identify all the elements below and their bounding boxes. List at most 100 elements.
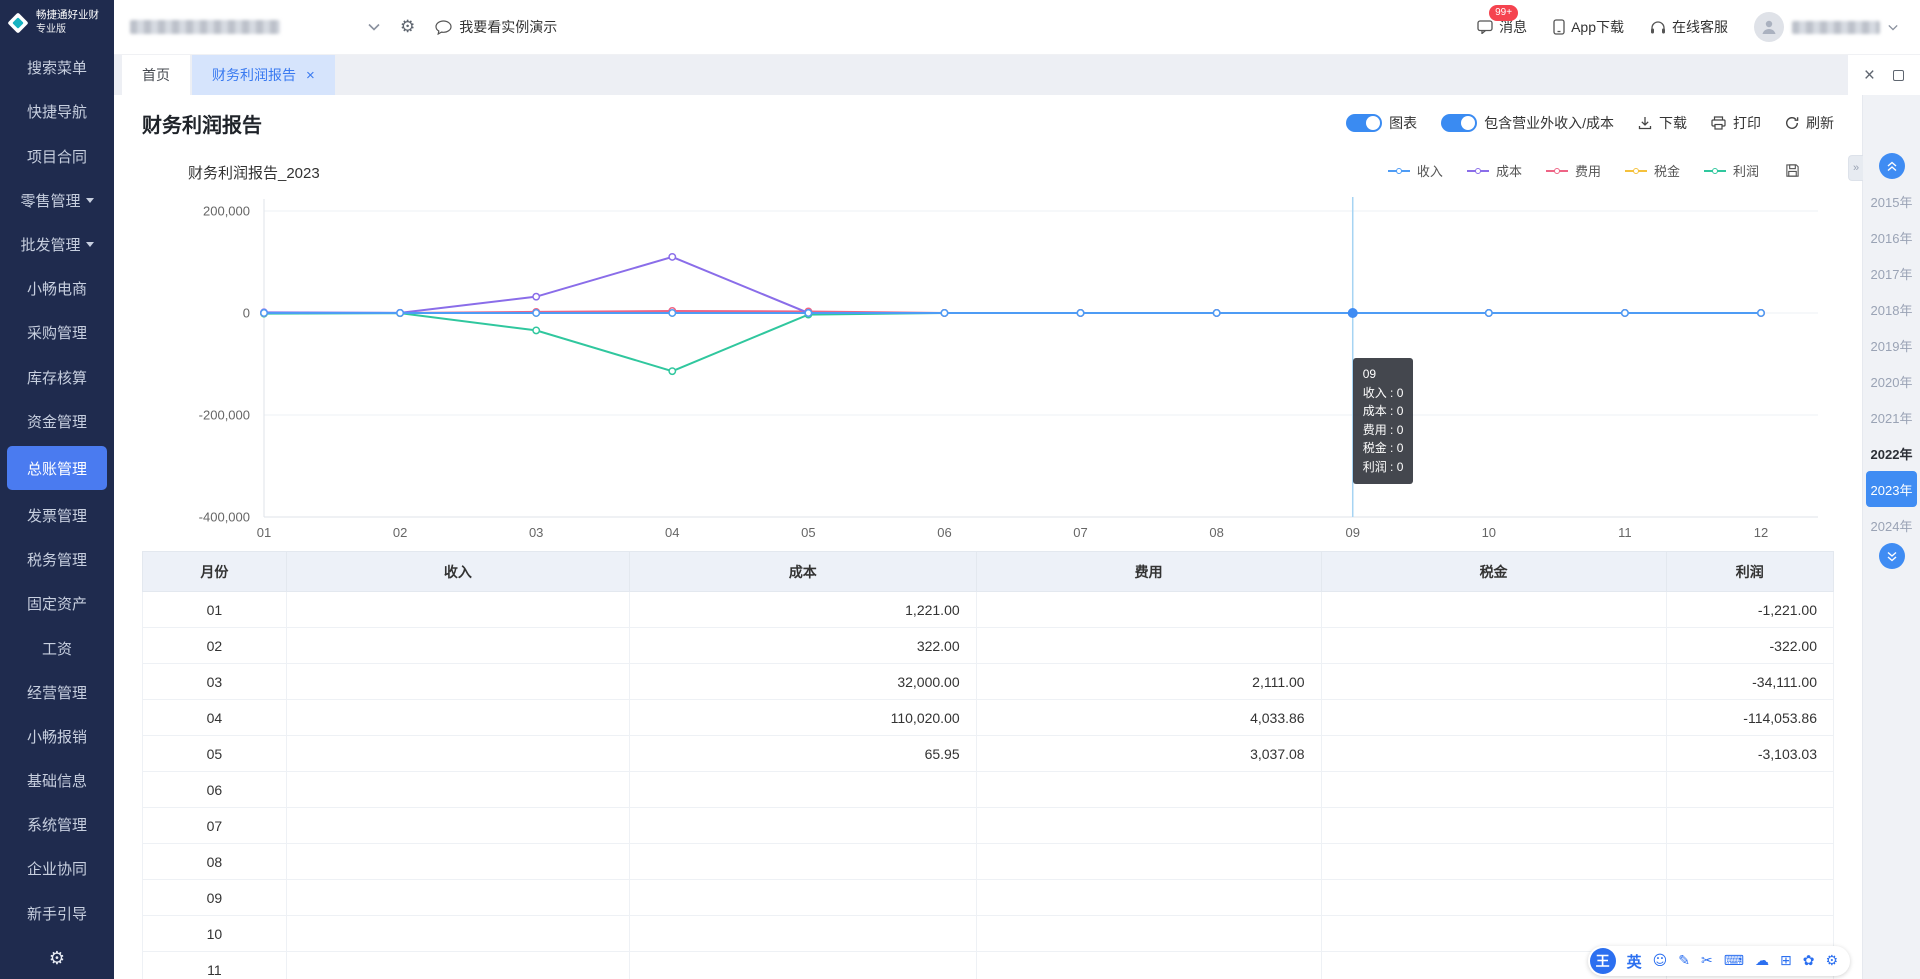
year-item[interactable]: 2017年 <box>1870 266 1913 282</box>
table-row[interactable]: 01 1,221.00 -1,221.00 <box>142 591 1834 628</box>
cell-tax <box>1320 807 1667 844</box>
sidebar-item[interactable]: 搜索菜单 <box>0 46 114 90</box>
svg-text:-400,000: -400,000 <box>199 510 250 525</box>
year-item[interactable]: 2023年 <box>1866 471 1917 507</box>
cell-cost: 32,000.00 <box>629 663 977 700</box>
sidebar-item[interactable]: 新手引导 <box>0 891 114 935</box>
legend-item[interactable]: 费用 <box>1545 161 1601 180</box>
year-item[interactable]: 2019年 <box>1870 338 1913 354</box>
app-download-button[interactable]: App下载 <box>1553 17 1624 37</box>
sidebar-item[interactable]: 快捷导航 <box>0 90 114 134</box>
sidebar-item[interactable]: 企业协同 <box>0 847 114 891</box>
sidebar-item[interactable]: 小畅电商 <box>0 267 114 311</box>
grid-icon[interactable]: ⊞ <box>1779 953 1792 969</box>
include-nonoperating-toggle[interactable]: 包含营业外收入/成本 <box>1441 113 1614 133</box>
table-row[interactable]: 09 <box>142 879 1834 916</box>
year-item[interactable]: 2015年 <box>1870 194 1913 210</box>
tab-home[interactable]: 首页 <box>122 55 190 95</box>
refresh-button[interactable]: 刷新 <box>1785 113 1834 133</box>
sidebar-item[interactable]: 库存核算 <box>0 355 114 399</box>
year-item[interactable]: 2018年 <box>1870 302 1913 318</box>
sidebar-item-label: 总账管理 <box>26 460 87 478</box>
table-row[interactable]: 10 <box>142 915 1834 952</box>
table-row[interactable]: 06 <box>142 771 1834 808</box>
table-row[interactable]: 11 <box>142 951 1834 979</box>
emoji-icon[interactable]: ☺ <box>1652 953 1668 969</box>
content-area: 财务利润报告 图表 包含营业外收入/成本 下载 <box>114 95 1920 979</box>
ime-language-mode[interactable]: 英 <box>1626 953 1642 971</box>
scroll-years-down-button[interactable] <box>1878 543 1905 569</box>
sidebar-settings-gear-icon[interactable]: ⚙ <box>48 947 66 969</box>
year-item[interactable]: 2022年 <box>1870 446 1913 462</box>
cell-cost: 322.00 <box>629 627 977 664</box>
sidebar-item[interactable]: 税务管理 <box>0 538 114 582</box>
sidebar-item[interactable]: 项目合同 <box>0 134 114 178</box>
support-label: 在线客服 <box>1672 19 1728 35</box>
table-row[interactable]: 08 <box>142 843 1834 880</box>
sidebar-item[interactable]: 工资 <box>0 626 114 670</box>
year-item[interactable]: 2024年 <box>1870 518 1913 534</box>
table-row[interactable]: 04 110,020.00 4,033.86 -114,053.86 <box>142 699 1834 736</box>
legend-item[interactable]: 利润 <box>1703 161 1759 180</box>
data-point <box>1076 309 1085 317</box>
close-tab-icon[interactable]: × <box>306 66 315 84</box>
table-row[interactable]: 02 322.00 -322.00 <box>142 627 1834 664</box>
chart-toggle[interactable]: 图表 <box>1346 113 1417 133</box>
sidebar-item[interactable]: 采购管理 <box>0 311 114 355</box>
sidebar-item[interactable]: 发票管理 <box>0 493 114 537</box>
data-point <box>668 252 677 261</box>
support-button[interactable]: 在线客服 <box>1650 17 1728 37</box>
legend-item[interactable]: 成本 <box>1466 161 1522 180</box>
year-item[interactable]: 2020年 <box>1870 374 1913 390</box>
ime-logo[interactable]: 王 <box>1589 948 1616 974</box>
cell-profit: -1,221.00 <box>1665 591 1834 628</box>
table-row[interactable]: 07 <box>142 807 1834 844</box>
sidebar-item[interactable]: 系统管理 <box>0 803 114 847</box>
scissors-icon[interactable]: ✂ <box>1701 953 1713 969</box>
fullscreen-icon[interactable] <box>1893 69 1904 81</box>
profit-line-chart[interactable]: 200,000 0 -200,000 -400,000 01 02 03 04 05 06 07 08… <box>142 189 1834 549</box>
sidebar-item[interactable]: 批发管理 <box>0 222 114 266</box>
cloud-icon[interactable]: ☁ <box>1754 953 1769 969</box>
include-toggle-switch[interactable] <box>1441 114 1478 132</box>
chart-toggle-switch[interactable] <box>1346 114 1383 132</box>
legend-item[interactable]: 收入 <box>1387 161 1443 180</box>
column-header: 月份 <box>142 551 287 592</box>
sidebar-item[interactable]: 基础信息 <box>0 758 114 802</box>
keyboard-icon[interactable]: ⌨ <box>1723 953 1744 969</box>
avatar <box>1754 12 1784 42</box>
scroll-years-up-button[interactable] <box>1878 153 1905 179</box>
sidebar-item[interactable]: 小畅报销 <box>0 714 114 758</box>
sidebar-item[interactable]: 固定资产 <box>0 582 114 626</box>
refresh-icon <box>1786 117 1799 129</box>
svg-text:06: 06 <box>937 525 951 540</box>
table-row[interactable]: 03 32,000.00 2,111.00 -34,111.00 <box>142 663 1834 700</box>
sidebar-item-label: 快捷导航 <box>26 104 87 122</box>
user-menu[interactable] <box>1754 12 1898 42</box>
legend-item[interactable]: 税金 <box>1624 161 1680 180</box>
close-all-tabs-icon[interactable]: × <box>1863 64 1875 86</box>
speech-bubble-icon <box>435 19 452 35</box>
svg-text:0: 0 <box>243 306 250 321</box>
demo-button[interactable]: 我要看实例演示 <box>435 17 557 37</box>
tab-report[interactable]: 财务利润报告 × <box>192 55 335 95</box>
gear-icon[interactable]: ⚙ <box>1825 953 1838 969</box>
legend-marker-icon <box>1703 167 1726 174</box>
download-button[interactable]: 下载 <box>1638 113 1687 133</box>
messages-button[interactable]: 99+ 消息 <box>1477 5 1527 37</box>
collapse-panel-icon[interactable]: » <box>1848 155 1863 181</box>
sidebar-item[interactable]: 经营管理 <box>0 670 114 714</box>
print-button[interactable]: 打印 <box>1711 113 1761 133</box>
org-selector[interactable] <box>130 20 380 34</box>
skin-icon[interactable]: ✿ <box>1802 953 1815 969</box>
sidebar-item[interactable]: 零售管理 <box>0 178 114 222</box>
sidebar-item[interactable]: 资金管理 <box>0 399 114 443</box>
settings-gear-icon[interactable]: ⚙ <box>400 17 416 37</box>
year-item[interactable]: 2021年 <box>1870 410 1913 426</box>
sidebar-item[interactable]: 总账管理 <box>7 446 107 491</box>
pencil-icon[interactable]: ✎ <box>1678 953 1691 969</box>
year-item[interactable]: 2016年 <box>1870 230 1913 246</box>
table-row[interactable]: 05 65.95 3,037.08 -3,103.03 <box>142 735 1834 772</box>
save-chart-icon[interactable] <box>1785 163 1800 178</box>
sidebar-item-label: 固定资产 <box>26 596 87 614</box>
